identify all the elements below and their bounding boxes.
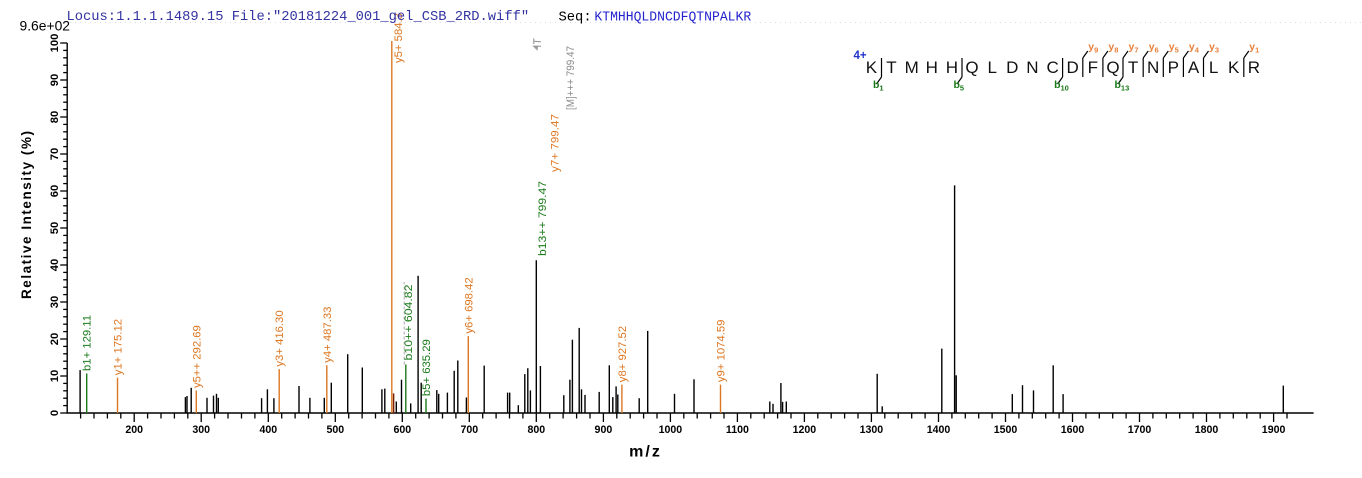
svg-text:H: H — [926, 58, 938, 77]
svg-text:y7: y7 — [1129, 41, 1139, 55]
svg-text:900: 900 — [595, 424, 613, 436]
svg-text:R: R — [1248, 58, 1260, 77]
svg-text:y9: y9 — [1088, 41, 1098, 55]
svg-text:P: P — [1168, 58, 1179, 77]
svg-text:1600: 1600 — [1061, 424, 1085, 436]
svg-text:F: F — [1088, 58, 1098, 77]
svg-text:T: T — [886, 58, 896, 77]
svg-text:y1: y1 — [1249, 41, 1259, 55]
svg-text:b1: b1 — [873, 79, 884, 93]
svg-text:y3+ 416.30: y3+ 416.30 — [274, 310, 286, 366]
svg-text:b10++ 604.82: b10++ 604.82 — [403, 285, 415, 361]
svg-text:b5: b5 — [954, 79, 965, 93]
svg-text:y9+ 1074.59: y9+ 1074.59 — [716, 320, 728, 383]
svg-text:1300: 1300 — [860, 424, 884, 436]
svg-text:b5+ 635.29: b5+ 635.29 — [421, 339, 433, 396]
svg-text:b1+ 129.11: b1+ 129.11 — [82, 315, 94, 371]
svg-text:80: 80 — [49, 111, 61, 123]
svg-text:1800: 1800 — [1195, 424, 1219, 436]
svg-text:800: 800 — [527, 424, 545, 436]
svg-text:600: 600 — [393, 424, 411, 436]
svg-text:y5+ 584.3: y5+ 584.3 — [393, 13, 405, 63]
svg-text:400: 400 — [259, 424, 277, 436]
svg-text:K: K — [866, 58, 878, 77]
svg-text:1200: 1200 — [793, 424, 817, 436]
svg-text:y4+ 487.33: y4+ 487.33 — [322, 307, 334, 363]
svg-text:L: L — [1209, 58, 1218, 77]
svg-text:y1+ 175.12: y1+ 175.12 — [113, 319, 125, 375]
svg-text:300: 300 — [192, 424, 210, 436]
svg-text:K: K — [1228, 58, 1240, 77]
svg-text:1500: 1500 — [994, 424, 1018, 436]
svg-text:M: M — [905, 58, 919, 77]
svg-text:1900: 1900 — [1262, 424, 1286, 436]
svg-text:N: N — [1147, 58, 1159, 77]
svg-text:1700: 1700 — [1128, 424, 1152, 436]
svg-text:y5++ 292.69: y5++ 292.69 — [191, 325, 203, 388]
svg-text:y3: y3 — [1209, 41, 1219, 55]
svg-text:Locus:1.1.1.1489.15 File:"2018: Locus:1.1.1.1489.15 File:"20181224_001_g… — [67, 9, 530, 25]
svg-text:9.6e+02: 9.6e+02 — [20, 18, 71, 33]
svg-text:40: 40 — [49, 259, 61, 271]
svg-text:10: 10 — [49, 370, 61, 382]
svg-text:0: 0 — [49, 410, 61, 416]
svg-text:Q: Q — [1106, 58, 1119, 77]
svg-text:4+: 4+ — [854, 50, 867, 62]
svg-text:A: A — [1188, 58, 1200, 77]
svg-text:Q: Q — [965, 58, 978, 77]
svg-text:500: 500 — [326, 424, 344, 436]
svg-text:[M]+++ 799.47: [M]+++ 799.47 — [565, 46, 577, 110]
svg-text:y6: y6 — [1149, 41, 1159, 55]
svg-text:y7+ 799.47: y7+ 799.47 — [550, 114, 562, 172]
svg-text:m/z: m/z — [629, 444, 662, 461]
svg-text:L: L — [987, 58, 996, 77]
svg-text:T: T — [1128, 58, 1138, 77]
svg-text:100: 100 — [49, 34, 61, 53]
svg-text:1400: 1400 — [927, 424, 951, 436]
svg-text:20: 20 — [49, 333, 61, 345]
svg-text:700: 700 — [460, 424, 478, 436]
svg-text:1100: 1100 — [726, 424, 749, 436]
svg-text:y6+ 698.42: y6+ 698.42 — [463, 277, 475, 333]
svg-text:y5: y5 — [1169, 41, 1179, 55]
svg-text:70: 70 — [49, 148, 61, 160]
svg-text:D: D — [1006, 58, 1018, 77]
svg-text:50: 50 — [49, 222, 61, 234]
svg-text:90: 90 — [49, 74, 61, 86]
svg-text:N: N — [1026, 58, 1038, 77]
svg-text:Relative Intensity (%): Relative Intensity (%) — [19, 131, 34, 299]
svg-text:1000: 1000 — [659, 424, 683, 436]
svg-text:y8: y8 — [1108, 41, 1118, 55]
svg-text:D: D — [1067, 58, 1079, 77]
svg-text:b13++ 799.47: b13++ 799.47 — [537, 181, 549, 256]
svg-text:30: 30 — [49, 296, 61, 308]
svg-text:y8+ 927.52: y8+ 927.52 — [617, 326, 629, 382]
svg-text:KTMHHQLDNCDFQTNPALKR: KTMHHQLDNCDFQTNPALKR — [594, 11, 751, 26]
svg-text:60: 60 — [49, 185, 61, 197]
svg-text:y4: y4 — [1189, 41, 1200, 55]
svg-text:H: H — [946, 58, 958, 77]
svg-text:C: C — [1046, 58, 1058, 77]
svg-text:200: 200 — [125, 424, 143, 436]
svg-text:Seq:: Seq: — [559, 11, 592, 26]
